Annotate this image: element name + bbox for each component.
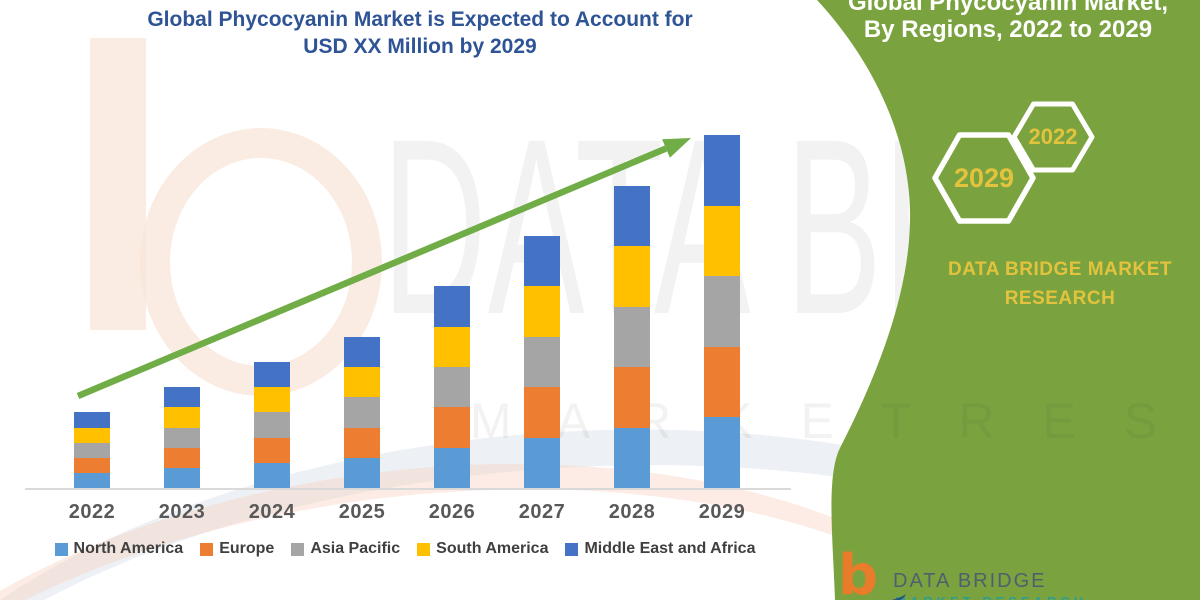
x-axis-line bbox=[25, 488, 791, 490]
stacked-bar-2029 bbox=[704, 135, 740, 488]
side-panel-shape bbox=[817, 0, 1200, 600]
legend-swatch-icon bbox=[200, 542, 214, 556]
legend-swatch-icon bbox=[54, 542, 68, 556]
bar-segment bbox=[164, 387, 200, 408]
bar-segment bbox=[524, 236, 560, 287]
stacked-bar-2024 bbox=[254, 362, 290, 488]
databridge-logo-name: DATA BRIDGE bbox=[893, 570, 1047, 592]
hexagon-2029-label: 2029 bbox=[954, 163, 1014, 193]
chart-title: Global Phycocyanin Market is Expected to… bbox=[50, 6, 790, 60]
bar-segment bbox=[74, 427, 110, 443]
side-panel-brand-line1: DATA BRIDGE MARKET bbox=[948, 259, 1172, 280]
x-axis-label: 2022 bbox=[68, 501, 116, 523]
hexagon-2022-label: 2022 bbox=[1029, 124, 1078, 149]
legend-item: North America bbox=[54, 540, 184, 558]
legend-label: North America bbox=[73, 540, 184, 557]
bar-segment bbox=[704, 346, 740, 418]
bar-segment bbox=[254, 387, 290, 413]
side-panel-brand-text: DATA BRIDGE MARKET RESEARCH bbox=[930, 255, 1190, 313]
x-axis-label: 2027 bbox=[518, 501, 566, 523]
bar-segment bbox=[344, 336, 380, 368]
side-panel-heading: Global Phycocyanin Market, By Regions, 2… bbox=[828, 0, 1188, 43]
bar-segment bbox=[434, 447, 470, 488]
bar-segment bbox=[74, 472, 110, 488]
chart-title-line2: USD XX Million by 2029 bbox=[303, 35, 537, 58]
bar-segment bbox=[434, 367, 470, 408]
bar-segment bbox=[344, 367, 380, 398]
databridge-logo-icon: b bbox=[838, 543, 879, 600]
bar-segment bbox=[704, 205, 740, 277]
hexagon-2022 bbox=[1011, 101, 1095, 173]
bar-segment bbox=[434, 407, 470, 448]
legend-item: Middle East and Africa bbox=[565, 540, 755, 558]
bar-segment bbox=[344, 427, 380, 458]
chart-legend: North America Europe Asia Pacific South Ame… bbox=[20, 540, 790, 558]
bar-segment bbox=[74, 457, 110, 473]
bar-segment bbox=[614, 246, 650, 307]
legend-item: Asia Pacific bbox=[291, 540, 400, 558]
side-panel-heading-line2: By Regions, 2022 to 2029 bbox=[863, 16, 1153, 43]
x-axis-label: 2024 bbox=[248, 501, 296, 523]
side-panel-brand-line2: RESEARCH bbox=[1004, 288, 1116, 309]
legend-label: Middle East and Africa bbox=[584, 540, 756, 557]
x-axis-label: 2026 bbox=[428, 501, 476, 523]
legend-swatch-icon bbox=[565, 542, 579, 556]
year-hexagons: 2029 2022 bbox=[932, 101, 1095, 224]
stacked-bar-2026 bbox=[434, 286, 470, 488]
bar-segment bbox=[164, 447, 200, 468]
x-axis-label: 2023 bbox=[158, 501, 206, 523]
bar-segment bbox=[614, 306, 650, 368]
legend-label: Asia Pacific bbox=[310, 540, 401, 557]
bar-segment bbox=[164, 407, 200, 428]
bar-segment bbox=[254, 362, 290, 388]
stacked-bar-2023 bbox=[164, 387, 200, 488]
bar-segment bbox=[614, 367, 650, 428]
bar-segment bbox=[74, 412, 110, 428]
bar-segment bbox=[524, 286, 560, 337]
legend-swatch-icon bbox=[291, 542, 305, 556]
bar-segment bbox=[344, 457, 380, 488]
stacked-bar-2022 bbox=[74, 412, 110, 488]
x-axis-label: 2029 bbox=[698, 501, 746, 523]
bar-segment bbox=[434, 286, 470, 327]
bar-segment bbox=[614, 427, 650, 488]
legend-label: Europe bbox=[219, 540, 275, 557]
bar-segment bbox=[164, 467, 200, 488]
bar-segment bbox=[524, 336, 560, 388]
bar-segment bbox=[254, 462, 290, 488]
x-axis-label: 2025 bbox=[338, 501, 386, 523]
bar-segment bbox=[614, 185, 650, 247]
bar-segment bbox=[344, 397, 380, 428]
bar-segment bbox=[524, 437, 560, 488]
side-panel-heading-line1: Global Phycocyanin Market, bbox=[847, 0, 1169, 16]
hexagon-2029 bbox=[932, 132, 1036, 224]
stacked-bar-2028 bbox=[614, 185, 650, 488]
bar-segment bbox=[164, 427, 200, 448]
bar-segment bbox=[254, 412, 290, 438]
bar-segment bbox=[524, 387, 560, 438]
stacked-bar-2025 bbox=[344, 336, 380, 488]
stacked-bar-2027 bbox=[524, 236, 560, 488]
databridge-logo-subtitle: MARKET RESEARCH bbox=[895, 594, 1087, 600]
bar-segment bbox=[704, 417, 740, 488]
bar-segment bbox=[254, 437, 290, 463]
bar-segment bbox=[74, 442, 110, 458]
legend-item: South America bbox=[417, 540, 548, 558]
bar-segment bbox=[704, 276, 740, 347]
legend-swatch-icon bbox=[417, 542, 431, 556]
bar-segment bbox=[704, 135, 740, 206]
x-axis-label: 2028 bbox=[608, 501, 656, 523]
legend-item: Europe bbox=[200, 540, 274, 558]
legend-label: South America bbox=[436, 540, 549, 557]
chart-title-line1: Global Phycocyanin Market is Expected to… bbox=[147, 8, 693, 31]
bar-segment bbox=[434, 326, 470, 368]
